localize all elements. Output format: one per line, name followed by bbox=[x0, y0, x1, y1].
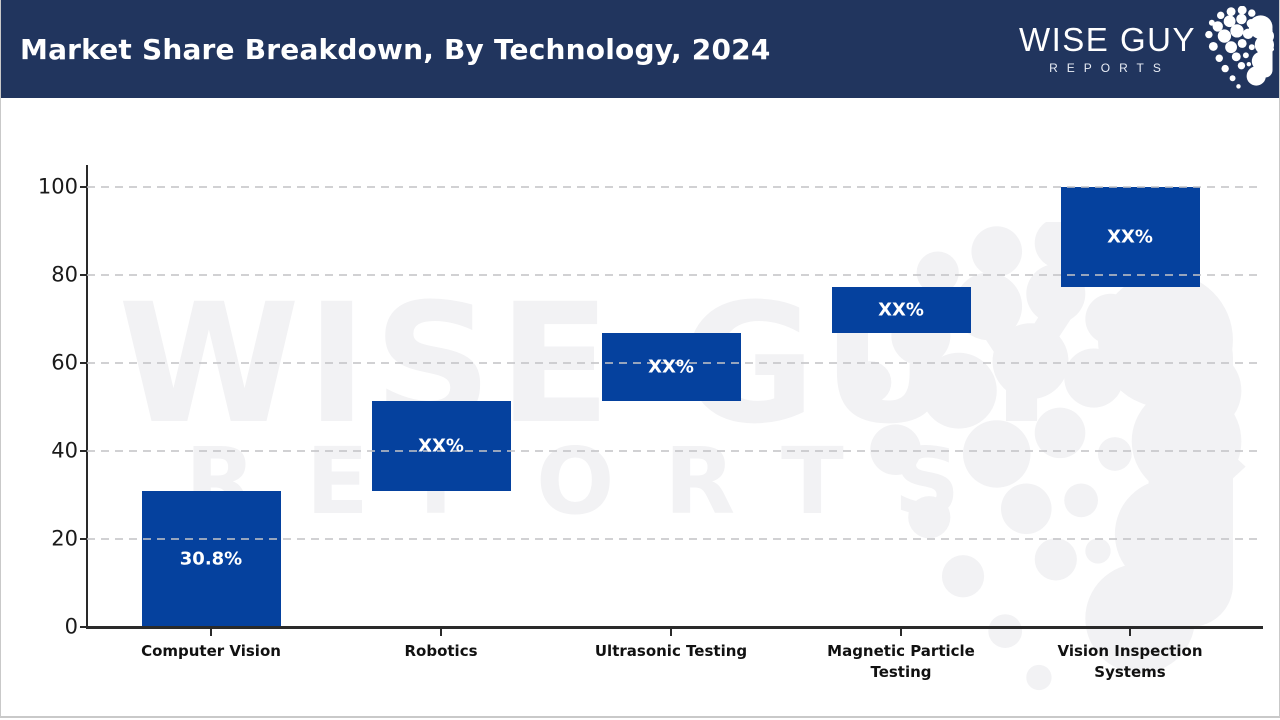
x-category-label: Computer Vision bbox=[141, 642, 281, 660]
y-tick-label: 40 bbox=[51, 438, 78, 463]
x-tick-mark bbox=[1129, 629, 1131, 636]
y-tick-label: 100 bbox=[37, 174, 78, 199]
chart-title: Market Share Breakdown, By Technology, 2… bbox=[20, 32, 771, 66]
bar-segment bbox=[831, 286, 971, 334]
y-tick-mark bbox=[80, 450, 86, 452]
x-tick-mark bbox=[440, 629, 442, 636]
x-tick-mark bbox=[210, 629, 212, 636]
x-category-label: Ultrasonic Testing bbox=[594, 642, 748, 660]
bar-segment bbox=[601, 333, 741, 402]
y-tick-mark bbox=[80, 538, 86, 540]
watermark-reports-text: REPORTS bbox=[185, 428, 1011, 535]
logo-brand-text: WISE GUY bbox=[1018, 21, 1196, 59]
y-tick-mark bbox=[80, 362, 86, 364]
x-tick-mark bbox=[670, 629, 672, 636]
logo-reports-text: REPORTS bbox=[1049, 60, 1170, 75]
bar-value-label: 30.8% bbox=[179, 548, 243, 570]
y-tick-mark bbox=[80, 626, 86, 628]
bar-value-label: XX% bbox=[418, 435, 464, 457]
x-category-label: Magnetic Particle Testing bbox=[827, 642, 975, 681]
header-bar: Market Share Breakdown, By Technology, 2… bbox=[0, 0, 1280, 98]
y-tick-label: 20 bbox=[51, 526, 78, 551]
logo-text-block: WISE GUY REPORTS bbox=[1019, 23, 1196, 75]
bar-value-label: XX% bbox=[648, 356, 694, 378]
gridline bbox=[87, 538, 1262, 540]
x-category-label: Vision Inspection Systems bbox=[1057, 642, 1203, 681]
bar-segment bbox=[1060, 187, 1200, 287]
y-axis-line bbox=[86, 165, 88, 628]
gridline bbox=[87, 186, 1262, 188]
bar-value-label: XX% bbox=[878, 299, 924, 321]
bar-segment bbox=[371, 401, 511, 492]
y-tick-label: 60 bbox=[51, 350, 78, 375]
logo-head-icon bbox=[1200, 6, 1274, 92]
x-category-label: Robotics bbox=[404, 642, 478, 660]
bar-segment bbox=[141, 491, 281, 627]
gridline bbox=[87, 450, 1262, 452]
y-tick-mark bbox=[80, 186, 86, 188]
x-tick-mark bbox=[900, 629, 902, 636]
bar-value-label: XX% bbox=[1107, 226, 1153, 248]
gridline bbox=[87, 362, 1262, 364]
wise-guy-reports-logo: WISE GUY REPORTS bbox=[1019, 4, 1274, 94]
y-tick-label: 80 bbox=[51, 262, 78, 287]
gridline bbox=[87, 274, 1262, 276]
y-tick-mark bbox=[80, 274, 86, 276]
y-tick-label: 0 bbox=[64, 614, 78, 639]
x-axis-line bbox=[86, 626, 1263, 629]
